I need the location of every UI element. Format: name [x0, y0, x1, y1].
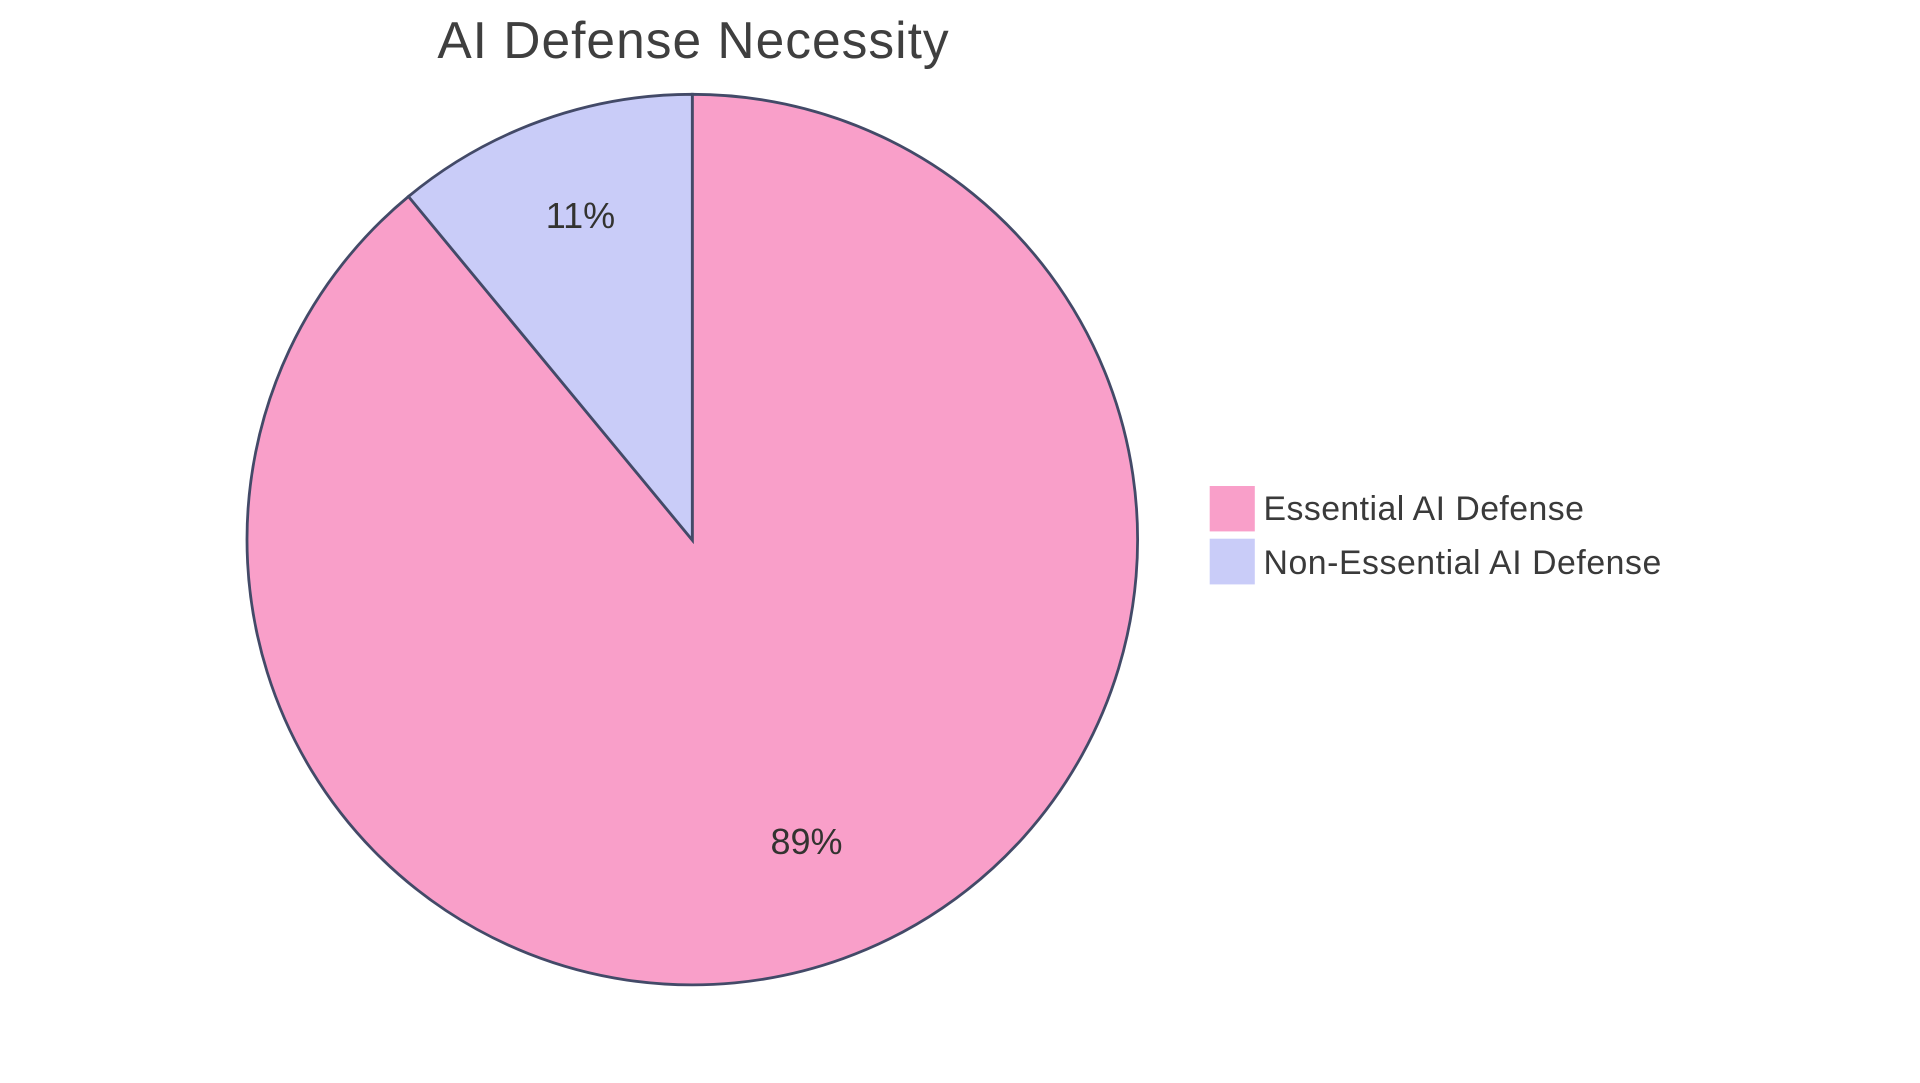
svg-text:11%: 11%: [546, 195, 615, 236]
svg-text:Essential AI Defense: Essential AI Defense: [1264, 490, 1585, 528]
svg-text:AI Defense Necessity: AI Defense Necessity: [437, 11, 949, 69]
svg-text:89%: 89%: [770, 821, 842, 862]
svg-text:Non-Essential AI Defense: Non-Essential AI Defense: [1264, 544, 1662, 582]
